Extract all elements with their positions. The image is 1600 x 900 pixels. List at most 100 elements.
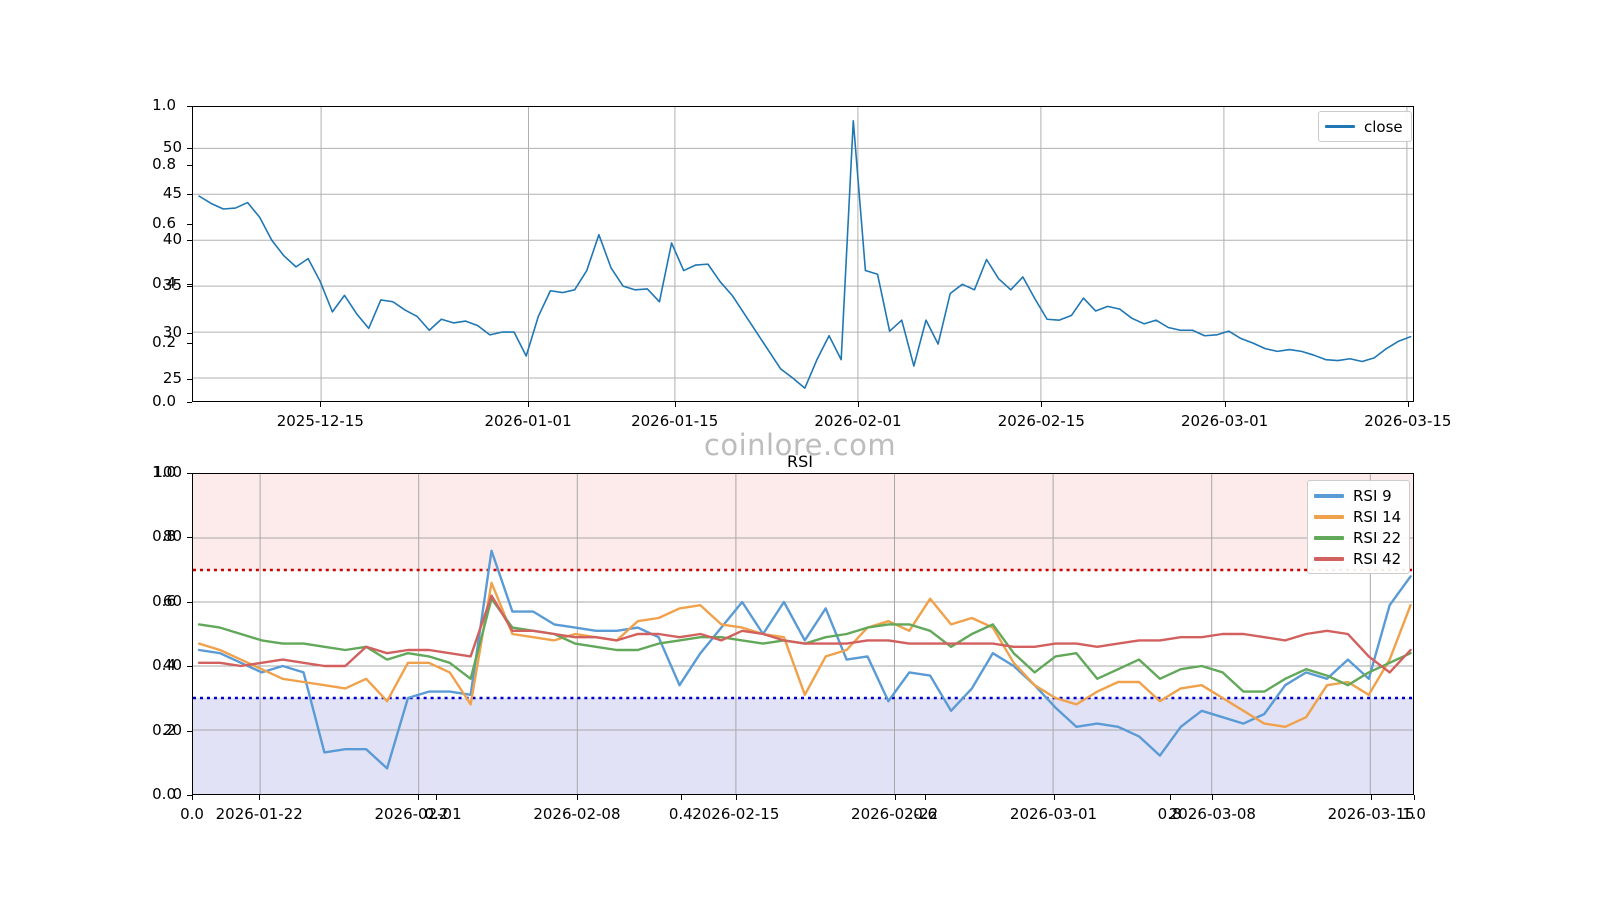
price-x-tick-mark [674,402,676,407]
price-x-tick-label: 2026-01-01 [484,412,572,430]
price-y-tick-label: 40 [162,230,182,249]
price-y-tick-label-overlay: 0.8 [152,155,176,174]
rsi-x-tick-mark [1053,795,1055,800]
rsi-x-tick-label-overlay: 1.0 [1402,805,1426,823]
rsi-x-tick-mark [1371,795,1373,800]
rsi-y-tick-mark-overlay [187,666,192,668]
watermark: coinlore.com [0,428,1600,462]
rsi-y-tick-mark-overlay [187,473,192,474]
legend-color-swatch-icon [1314,556,1344,561]
rsi-x-tick-label: 2026-02-15 [692,805,780,823]
rsi-x-tick-label: 2026-03-15 [1327,805,1415,823]
price-y-tick-label: 35 [162,276,182,295]
legend-color-swatch-icon [1325,125,1355,128]
watermark-text: coinlore.com [703,428,897,462]
price-y-tick-label-overlay: 0.0 [152,392,176,410]
price-y-tick-mark-overlay [187,165,192,167]
rsi-y-tick-label: 80 [162,527,182,546]
rsi-x-tick-label: 2026-03-01 [1009,805,1098,823]
price-x-tick-mark [858,402,859,407]
rsi-x-tick-label-overlay: 0.2 [424,805,449,823]
price-y-tick-mark [187,147,192,149]
rsi-x-tick-label-overlay: 0.4 [668,805,693,823]
rsi-legend-label: RSI 14 [1353,507,1402,526]
rsi-y-tick-label: 60 [162,591,182,610]
price-y-tick-label-overlay: 0.6 [152,214,176,233]
price-x-tick-label: 2026-03-01 [1180,412,1269,430]
rsi-x-tick-mark-overlay [925,795,927,800]
price-chart-canvas [193,107,1413,401]
rsi-x-tick-label-overlay: 0.8 [1157,805,1182,823]
rsi-y-tick-label: 100 [153,463,182,481]
price-chart-plot-area [192,106,1414,402]
rsi-x-tick-mark [735,795,737,800]
rsi-legend-item[interactable]: RSI 42 [1314,548,1401,569]
rsi-x-tick-mark [576,795,578,800]
rsi-y-tick-label-overlay: 0.0 [152,785,176,803]
rsi-chart-legend[interactable]: RSI 9 RSI 14 RSI 22 RSI 42 [1307,480,1411,574]
rsi-x-tick-mark [259,795,261,800]
rsi-x-tick-mark-overlay [1414,795,1415,800]
rsi-x-tick-mark [1212,795,1214,800]
price-y-tick-mark [187,332,192,334]
price-y-tick-label: 30 [162,322,182,341]
rsi-x-tick-label-overlay: 0.0 [180,805,204,823]
rsi-legend-item[interactable]: RSI 9 [1314,485,1401,506]
rsi-x-tick-mark-overlay [1169,795,1171,800]
rsi-y-tick-label: 40 [162,656,182,675]
price-x-tick-mark [1224,402,1226,407]
rsi-y-tick-mark-overlay [187,537,192,539]
price-y-tick-mark [187,193,192,195]
rsi-y-tick-mark-overlay [187,730,192,732]
price-y-tick-label-overlay: 0.4 [152,273,176,292]
price-y-tick-mark-overlay [187,106,192,107]
price-legend-item[interactable]: close [1325,116,1403,137]
price-y-tick-mark-overlay [187,342,192,344]
rsi-x-tick-label: 2026-02-01 [374,805,462,823]
price-x-tick-label: 2026-02-15 [997,412,1085,430]
rsi-legend-item[interactable]: RSI 22 [1314,527,1401,548]
rsi-x-tick-label: 2026-03-08 [1168,805,1256,823]
price-y-tick-label: 50 [162,137,182,156]
rsi-legend-label: RSI 9 [1353,486,1392,505]
rsi-y-tick-label-overlay: 0.4 [152,656,176,675]
rsi-x-tick-label-overlay: 0.6 [913,805,938,823]
rsi-x-tick-mark [894,795,896,800]
rsi-y-tick-label: 20 [162,720,182,739]
rsi-x-tick-mark-overlay [192,795,193,800]
price-y-tick-mark-overlay [187,224,192,226]
price-x-tick-label: 2026-03-15 [1364,412,1452,430]
rsi-legend-item[interactable]: RSI 14 [1314,506,1401,527]
rsi-legend-label: RSI 22 [1353,528,1402,547]
rsi-legend-label: RSI 42 [1353,549,1402,568]
rsi-y-tick-label-overlay: 0.8 [152,527,176,546]
price-x-tick-mark [1041,402,1043,407]
rsi-x-tick-mark [418,795,420,800]
price-y-tick-mark-overlay [187,402,192,403]
price-x-tick-label: 2026-01-15 [631,412,719,430]
price-x-tick-label: 2026-02-01 [814,412,902,430]
rsi-x-tick-mark-overlay [680,795,682,800]
rsi-chart-canvas [193,474,1413,794]
rsi-y-tick-label-overlay: 1.0 [152,463,176,481]
price-x-tick-mark [528,402,529,407]
price-y-tick-mark [187,378,192,380]
legend-color-swatch-icon [1314,514,1344,519]
price-y-tick-label-overlay: 0.2 [152,332,176,351]
price-x-tick-mark [320,402,322,407]
rsi-y-tick-label: 0 [172,785,182,803]
rsi-y-tick-mark-overlay [187,795,192,796]
price-y-tick-mark [187,240,192,242]
legend-color-swatch-icon [1314,493,1344,498]
rsi-x-tick-label: 2026-02-08 [533,805,621,823]
rsi-x-tick-label: 2026-01-22 [215,805,303,823]
price-x-tick-label: 2025-12-15 [276,412,364,430]
price-y-tick-label: 45 [162,183,182,202]
rsi-x-tick-mark-overlay [436,795,438,800]
price-y-tick-label-overlay: 1.0 [152,96,176,114]
legend-color-swatch-icon [1314,535,1344,540]
rsi-chart-title: RSI [787,452,813,471]
price-chart-legend[interactable]: close [1318,111,1412,142]
price-legend-label: close [1364,117,1403,136]
